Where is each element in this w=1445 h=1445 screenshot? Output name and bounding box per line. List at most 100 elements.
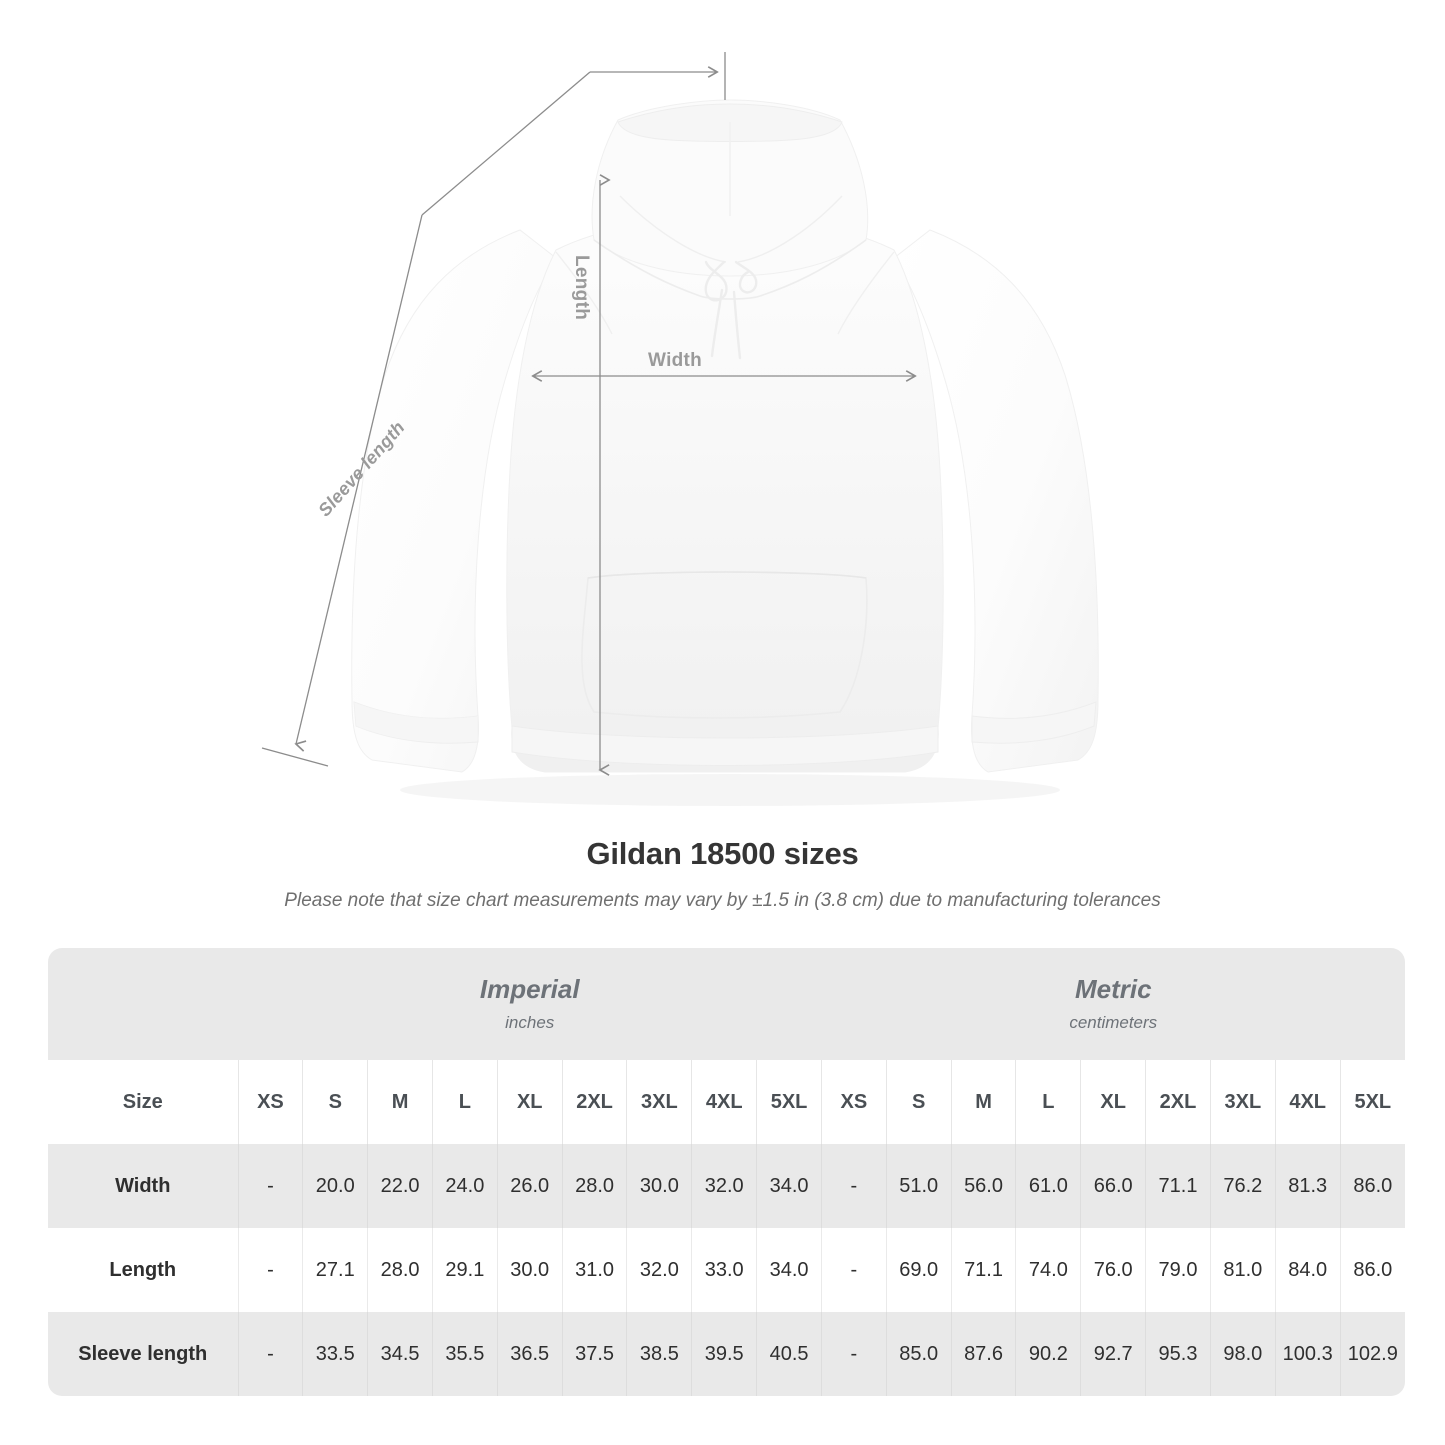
size-header-cell: 3XL (626, 1060, 692, 1144)
tolerance-note: Please note that size chart measurements… (284, 890, 1161, 911)
measurement-cell: 95.3 (1145, 1312, 1211, 1396)
measurement-cell: - (820, 1312, 887, 1396)
measurement-cell: 86.0 (1339, 1144, 1405, 1228)
size-header-cell: L (1015, 1060, 1081, 1144)
size-header-cell: 5XL (1339, 1060, 1405, 1144)
measurement-cell: 27.1 (302, 1228, 368, 1312)
size-header-cell: 4XL (1274, 1060, 1341, 1144)
size-header-cell: XL (1080, 1060, 1146, 1144)
measurement-cell: 81.3 (1274, 1144, 1341, 1228)
measurement-cell: 85.0 (885, 1312, 952, 1396)
imperial-unit-name: Imperial (479, 973, 580, 1004)
size-chart-table: Imperial inches Metric centimeters Size … (48, 948, 1405, 1396)
size-header-cell: XS (820, 1060, 887, 1144)
length-label: Length (571, 255, 592, 321)
imperial-unit-sub: inches (505, 1013, 555, 1033)
hoodie-illustration-svg (261, 52, 1099, 806)
measurement-cell: 40.5 (756, 1312, 822, 1396)
size-header-cell: 5XL (756, 1060, 822, 1144)
size-header-cell: S (302, 1060, 368, 1144)
size-header-cell: M (367, 1060, 433, 1144)
measurement-cell: 31.0 (561, 1228, 627, 1312)
unit-header-row: Imperial inches Metric centimeters (48, 948, 1405, 1060)
measurement-cell: 100.3 (1274, 1312, 1341, 1396)
measurement-cell: 36.5 (496, 1312, 563, 1396)
sleeve-upper-diagonal (421, 71, 591, 216)
measurement-cell: 71.1 (1145, 1144, 1211, 1228)
measurement-cell: 81.0 (1209, 1228, 1276, 1312)
size-diagram: Length Width Sleeve length (261, 52, 1099, 806)
table-row: Sleeve length -33.5 34.5 35.5 36.5 37.5 38.5 39… (48, 1312, 1405, 1396)
measurement-cell: - (237, 1228, 303, 1312)
measurement-cell: 98.0 (1209, 1312, 1276, 1396)
measurement-cell: - (820, 1228, 887, 1312)
metric-unit-sub: centimeters (1069, 1013, 1158, 1033)
measurement-cell: 39.5 (691, 1312, 757, 1396)
measurement-cell: 33.5 (302, 1312, 368, 1396)
size-header-cell: XL (496, 1060, 563, 1144)
measurement-cell: 28.0 (367, 1228, 433, 1312)
measurement-cell: 86.0 (1339, 1228, 1405, 1312)
size-header-cell: 2XL (1145, 1060, 1211, 1144)
size-header-cell: 4XL (691, 1060, 757, 1144)
measurement-cell: 33.0 (691, 1228, 757, 1312)
row-label: Sleeve length (48, 1312, 238, 1396)
measurement-cell: 90.2 (1015, 1312, 1081, 1396)
measurement-cell: 66.0 (1080, 1144, 1146, 1228)
size-header-cell: M (950, 1060, 1016, 1144)
size-header-cell: S (885, 1060, 952, 1144)
measurement-cell: 71.1 (950, 1228, 1016, 1312)
dimension-lines (261, 52, 914, 770)
width-label: Width (648, 350, 703, 371)
measurement-cell: 34.0 (756, 1144, 822, 1228)
metric-unit-name: Metric (1074, 973, 1152, 1004)
imperial-unit-cell: Imperial inches (238, 948, 822, 1060)
measurement-cell: 51.0 (885, 1144, 952, 1228)
measurement-cell: 24.0 (431, 1144, 498, 1228)
measurement-cell: 76.2 (1209, 1144, 1276, 1228)
size-header-cell: 2XL (561, 1060, 627, 1144)
measurement-cell: 35.5 (431, 1312, 498, 1396)
measurement-cell: 69.0 (885, 1228, 952, 1312)
table-row: Length -27.1 28.0 29.1 30.0 31.0 32.0 33.0 34.0-… (48, 1228, 1405, 1312)
measurement-cell: - (237, 1312, 303, 1396)
measurement-cell: 76.0 (1080, 1228, 1146, 1312)
measurement-cell: 22.0 (367, 1144, 433, 1228)
measurement-cell: 38.5 (626, 1312, 692, 1396)
size-header-cell: 3XL (1209, 1060, 1276, 1144)
measurement-cell: 61.0 (1015, 1144, 1081, 1228)
measurement-cell: 30.0 (626, 1144, 692, 1228)
metric-unit-cell: Metric centimeters (821, 948, 1405, 1060)
page-title: Gildan 18500 sizes (586, 836, 859, 871)
measurement-cell: 92.7 (1080, 1312, 1146, 1396)
measurement-cell: 37.5 (561, 1312, 627, 1396)
measurement-cell: 34.0 (756, 1228, 822, 1312)
measurement-cell: 34.5 (367, 1312, 433, 1396)
sleeve-main-diagonal (294, 214, 423, 752)
measurement-cell: 74.0 (1015, 1228, 1081, 1312)
hoodie-graphic (351, 99, 1099, 806)
row-label: Width (48, 1144, 238, 1228)
sizes-table: Imperial inches Metric centimeters Size … (48, 948, 1405, 1396)
measurement-cell: 30.0 (496, 1228, 563, 1312)
measurement-cell: 32.0 (691, 1144, 757, 1228)
size-header-label: Size (48, 1060, 238, 1144)
unit-spacer (48, 948, 238, 1060)
measurement-cell: - (237, 1144, 303, 1228)
measurement-cell: - (820, 1144, 887, 1228)
measurement-cell: 56.0 (950, 1144, 1016, 1228)
measurement-cell: 26.0 (496, 1144, 563, 1228)
measurement-cell: 102.9 (1339, 1312, 1405, 1396)
measurement-cell: 28.0 (561, 1144, 627, 1228)
measurement-cell: 84.0 (1274, 1228, 1341, 1312)
measurement-cell: 87.6 (950, 1312, 1016, 1396)
measurement-cell: 32.0 (626, 1228, 692, 1312)
measurement-cell: 29.1 (431, 1228, 498, 1312)
table-row: Width -20.0 22.0 24.0 26.0 28.0 30.0 32.0 34.0-5… (48, 1144, 1405, 1228)
size-header-cell: L (431, 1060, 498, 1144)
size-header-cell: XS (237, 1060, 303, 1144)
measurement-cell: 20.0 (302, 1144, 368, 1228)
sleeve-bottom-tick (261, 747, 329, 767)
size-header-row: Size XS S M L XL 2XL 3XL 4XL 5XL XS S M L XL 2XL 3XL 4XL… (48, 1060, 1405, 1144)
measurement-cell: 79.0 (1145, 1228, 1211, 1312)
